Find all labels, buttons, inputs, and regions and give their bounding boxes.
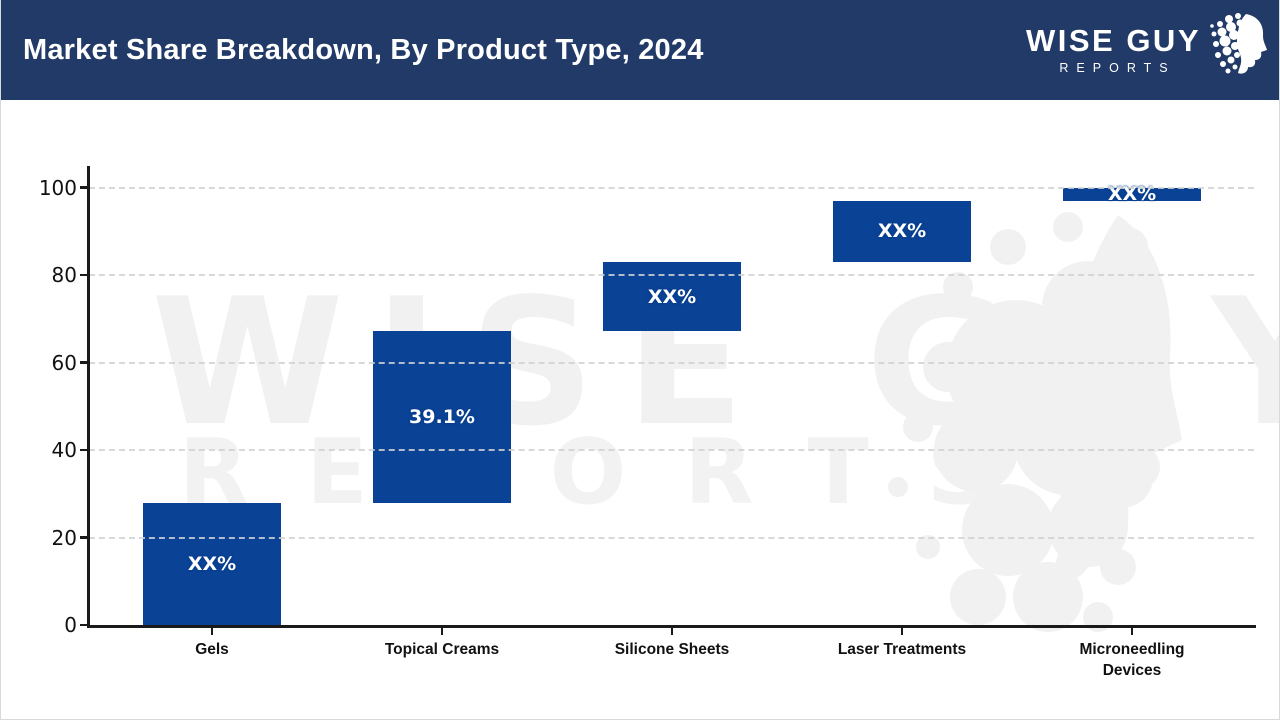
x-tick-gels [210, 627, 214, 635]
watermark-head-icon [888, 212, 1182, 632]
gridline-40 [89, 449, 1254, 451]
y-tick-80 [80, 273, 89, 277]
y-tick-0 [80, 623, 89, 627]
bar-label-topical-creams: 39.1% [409, 405, 475, 428]
bar-laser-treatments: XX% [833, 201, 971, 262]
x-tick-laser-treatments [900, 627, 904, 635]
y-tick-label-80: 80 [51, 263, 77, 287]
gridline-60 [89, 361, 1254, 364]
y-tick-label-20: 20 [51, 525, 77, 550]
y-tick-40 [80, 448, 89, 452]
y-tick-label-0: 0 [64, 613, 77, 637]
bar-topical-creams: 39.1% [373, 331, 511, 503]
bar-gels: XX% [143, 502, 281, 625]
brand-head-icon [1210, 13, 1267, 74]
y-tick-100 [80, 186, 89, 189]
y-tick-label-40: 40 [51, 438, 77, 462]
brand-wordmark: WISE GUY REPORTS [1026, 25, 1201, 75]
bar-label-microneedling-devices: XX% [1107, 183, 1157, 206]
x-label-topical-creams: Topical Creams [384, 641, 500, 658]
y-tick-label-100: 100 [38, 175, 77, 200]
x-tick-microneedling-devices [1130, 627, 1134, 635]
gridline-100 [89, 186, 1254, 189]
bar-label-laser-treatments: XX% [877, 220, 927, 243]
y-axis-line [87, 166, 90, 627]
bar-label-gels: XX% [187, 552, 237, 575]
brand-name: WISE GUY [1025, 23, 1201, 59]
x-label-laser-treatments: Laser Treatments [837, 641, 967, 658]
brand-logo: WISE GUY REPORTS [1026, 8, 1269, 92]
bar-silicone-sheets: XX% [603, 261, 741, 332]
brand-sub: REPORTS [1059, 60, 1176, 75]
x-label-microneedling-devices: Microneedling Devices [1079, 641, 1185, 679]
y-tick-label-60: 60 [51, 350, 77, 375]
gridline-20 [89, 536, 1254, 539]
x-tick-topical-creams [440, 627, 444, 635]
header: Market Share Breakdown, By Product Type,… [1, 0, 1279, 100]
x-label-gels: Gels [195, 641, 229, 658]
x-axis-line [87, 624, 1256, 628]
watermark-reports: REPORTS [179, 420, 1050, 525]
x-label-silicone-sheets: Silicone Sheets [614, 641, 730, 658]
page-title: Market Share Breakdown, By Product Type,… [23, 33, 704, 66]
bar-microneedling-devices: XX% [1063, 183, 1201, 205]
x-tick-silicone-sheets [670, 627, 674, 635]
gridline-80 [89, 274, 1254, 276]
y-tick-60 [80, 361, 89, 364]
y-tick-20 [80, 536, 89, 539]
bar-label-silicone-sheets: XX% [647, 285, 697, 308]
